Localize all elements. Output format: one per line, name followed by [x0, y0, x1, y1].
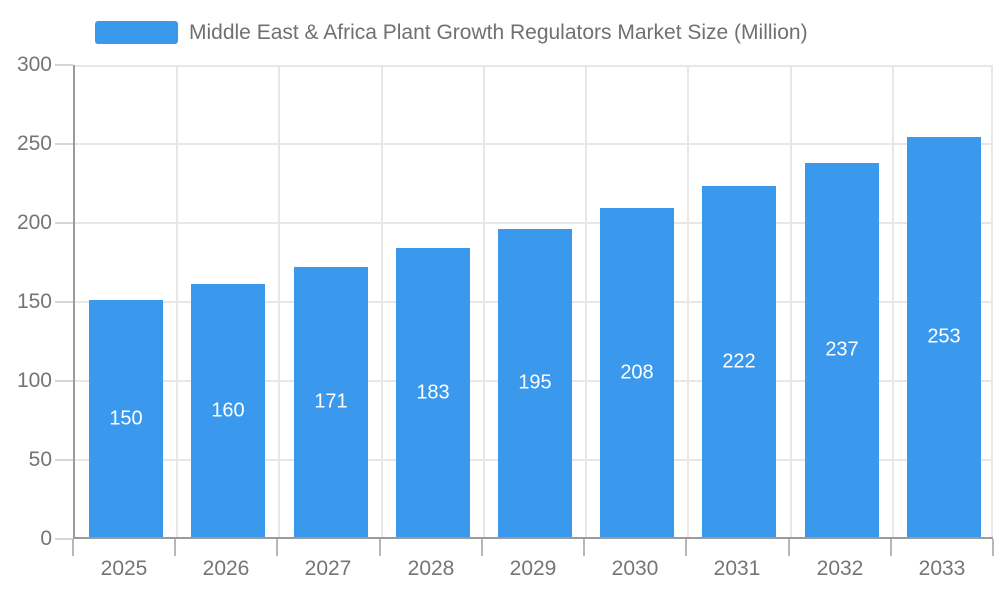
bar-value-label: 183 [416, 381, 450, 403]
vertical-gridline [381, 65, 383, 537]
y-axis-label: 150 [16, 290, 52, 313]
y-axis-label: 50 [28, 448, 52, 471]
bar-2029[interactable]: 195 [498, 229, 572, 537]
y-axis-tick [55, 301, 73, 303]
bar-value-label: 237 [825, 338, 859, 361]
x-axis-label: 2032 [816, 557, 864, 580]
bar-value-label: 150 [109, 407, 143, 429]
bar-value-label: 195 [518, 371, 552, 394]
x-axis-tick [685, 539, 687, 556]
x-axis-label: 2033 [918, 557, 966, 580]
bar-value-label: 222 [722, 350, 756, 372]
x-axis-tick [890, 539, 892, 556]
x-axis-tick [788, 539, 790, 556]
y-axis-tick [55, 380, 73, 382]
bar-value-label: 160 [211, 399, 245, 421]
vertical-gridline [483, 65, 485, 537]
vertical-gridline [892, 65, 894, 537]
y-axis-label: 300 [16, 53, 52, 76]
x-axis-tick [992, 539, 994, 556]
vertical-gridline [991, 65, 993, 537]
vertical-gridline [176, 65, 178, 537]
y-axis-label: 0 [40, 527, 52, 550]
horizontal-gridline [75, 65, 993, 67]
x-axis-tick [379, 539, 381, 556]
vertical-gridline [790, 65, 792, 537]
y-axis-tick [55, 64, 73, 66]
x-axis-tick [174, 539, 176, 556]
legend-item[interactable]: Middle East & Africa Plant Growth Regula… [95, 19, 808, 46]
bar-value-label: 208 [620, 361, 654, 383]
y-axis-label: 100 [16, 369, 52, 392]
plot-area: 150 160 171 183 195 208 222 237 253 [73, 65, 993, 539]
x-axis-label: 2026 [202, 557, 250, 580]
y-axis-label: 250 [16, 132, 52, 155]
x-axis-label: 2029 [509, 557, 557, 580]
bar-value-label: 253 [927, 325, 961, 348]
bar-2025[interactable]: 150 [89, 300, 163, 537]
horizontal-gridline [75, 143, 993, 145]
y-axis-tick [55, 222, 73, 224]
y-axis-tick [55, 459, 73, 461]
bar-2026[interactable]: 160 [191, 284, 265, 537]
x-axis-tick [276, 539, 278, 556]
vertical-gridline [687, 65, 689, 537]
chart-title: Middle East & Africa Plant Growth Regula… [189, 21, 808, 44]
y-axis-tick [55, 538, 73, 540]
x-axis-label: 2031 [713, 557, 761, 580]
bar-value-label: 171 [314, 390, 348, 413]
x-axis-label: 2027 [304, 557, 352, 580]
bar-2028[interactable]: 183 [396, 248, 470, 537]
x-axis-label: 2025 [100, 557, 148, 580]
x-axis-tick [481, 539, 483, 556]
y-axis-tick [55, 143, 73, 145]
y-axis-label: 200 [16, 211, 52, 234]
vertical-gridline [278, 65, 280, 537]
legend-swatch [95, 21, 178, 44]
bar-2027[interactable]: 171 [294, 267, 368, 537]
bar-2030[interactable]: 208 [600, 208, 674, 537]
bar-2033[interactable]: 253 [907, 137, 981, 537]
bar-2031[interactable]: 222 [702, 186, 776, 537]
bar-2032[interactable]: 237 [805, 163, 879, 537]
x-axis-tick [583, 539, 585, 556]
x-axis-tick [72, 539, 74, 556]
x-axis-label: 2030 [611, 557, 659, 580]
horizontal-gridline [75, 222, 993, 224]
vertical-gridline [585, 65, 587, 537]
x-axis-label: 2028 [407, 557, 455, 580]
